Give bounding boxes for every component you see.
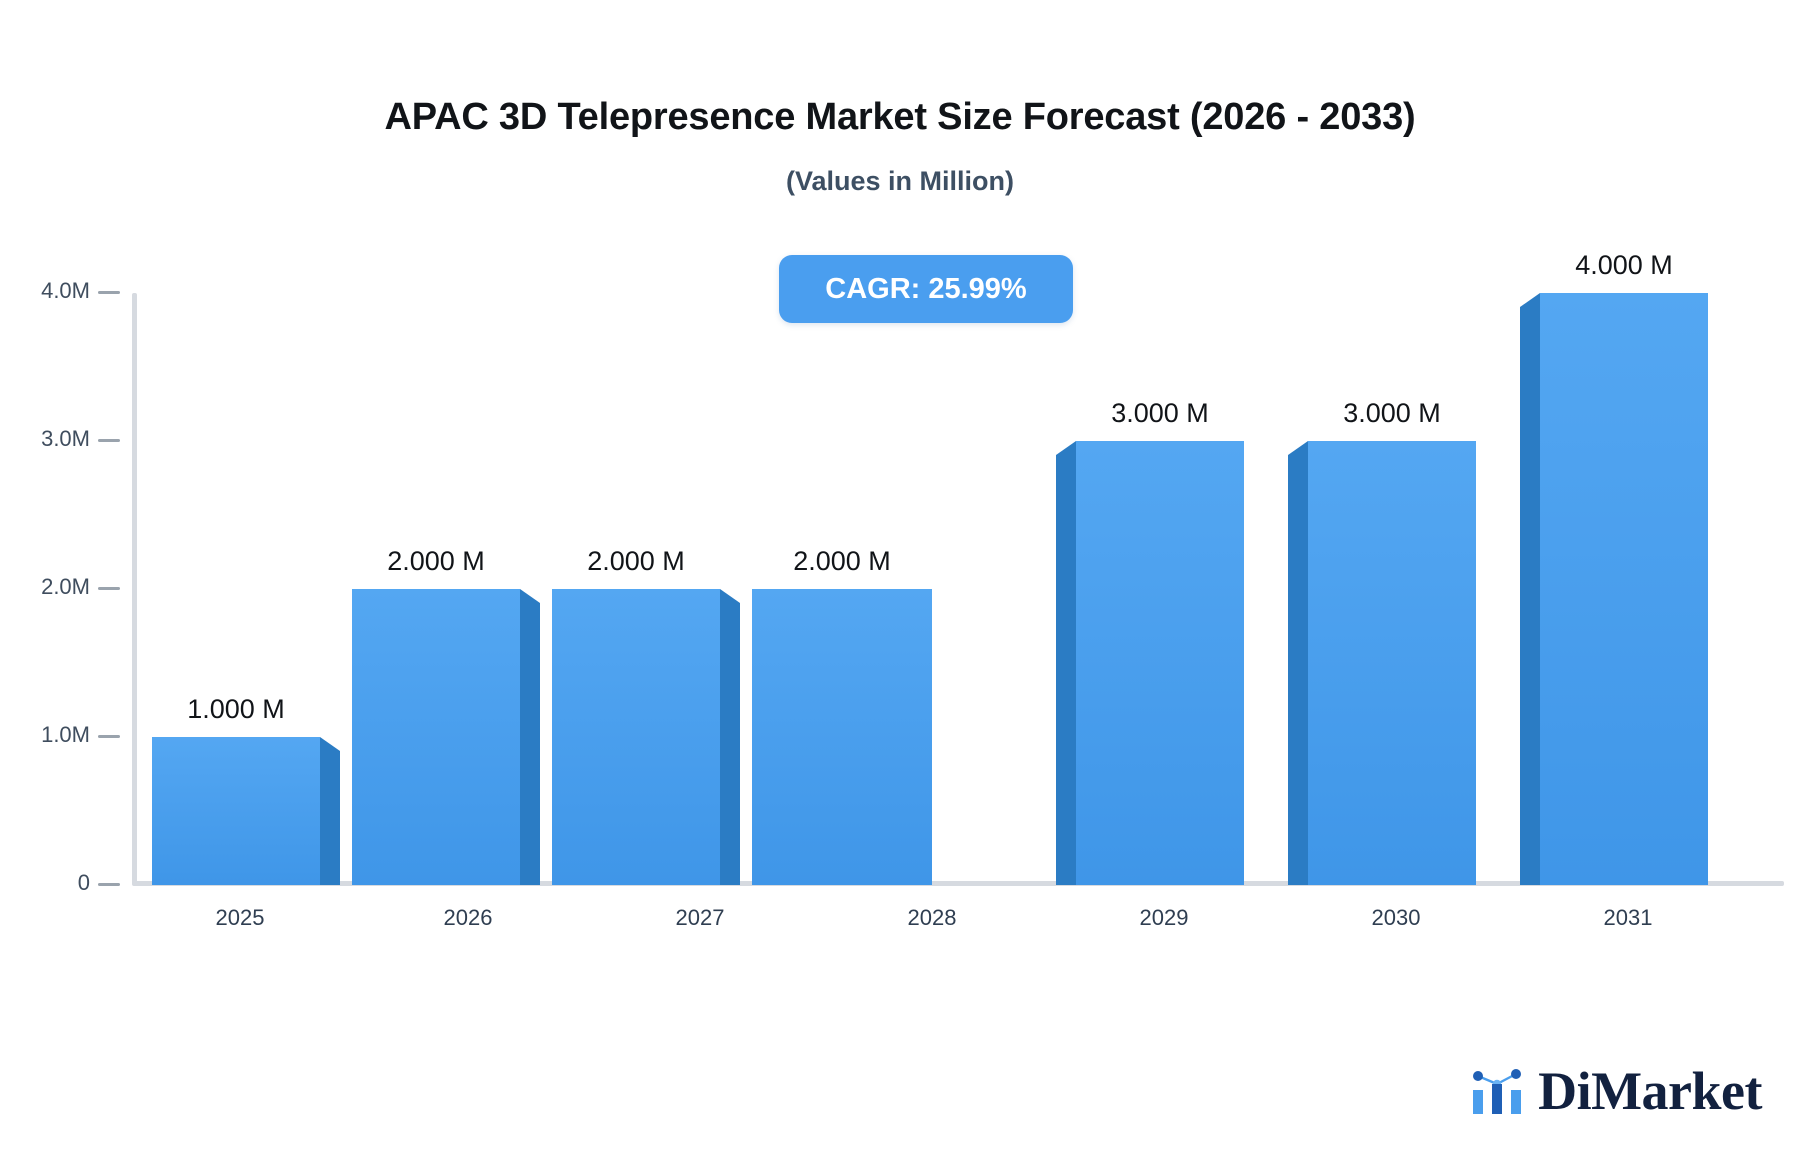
y-tick-dash [98, 291, 120, 294]
x-axis-line [132, 881, 1784, 886]
bar-label-2026: 2.000 M [387, 546, 485, 576]
bar-front [1308, 441, 1476, 885]
y-tick-dash [98, 883, 120, 886]
y-tick-label: 0 [77, 870, 90, 895]
y-tick-dash [98, 439, 120, 442]
y-axis-line [132, 293, 137, 885]
bar-side-face [1056, 441, 1076, 885]
bar-label-2028: 2.000 M [793, 546, 891, 576]
bar-front [1540, 293, 1708, 885]
bar-label-2027: 2.000 M [587, 546, 685, 576]
bar-front [752, 589, 932, 885]
bar-chart-logo-icon [1473, 1069, 1522, 1114]
bar-front [352, 589, 520, 885]
bar-2028 [752, 589, 932, 885]
x-tick-2029: 2029 [1139, 905, 1189, 930]
bar-front [552, 589, 720, 885]
logo-wordmark: DiMarket [1538, 1061, 1762, 1121]
bar-side-face [1288, 441, 1308, 885]
bar-label-2030: 3.000 M [1343, 398, 1441, 428]
x-tick-2030: 2030 [1371, 905, 1421, 930]
bar-label-2029: 3.000 M [1111, 398, 1209, 428]
y-tick-label: 1.0M [41, 722, 90, 747]
bar-label-2025: 1.000 M [187, 694, 285, 724]
x-tick-2028: 2028 [907, 905, 957, 930]
x-tick-2027: 2027 [675, 905, 725, 930]
y-tick-dash [98, 735, 120, 738]
bar-front [1076, 441, 1244, 885]
bar-label-2031: 4.000 M [1575, 250, 1673, 280]
bar-2030 [1288, 441, 1476, 885]
bar-2025 [152, 737, 340, 885]
chart-subtitle: (Values in Million) [785, 166, 1015, 196]
cagr-badge: CAGR: 25.99% [779, 255, 1073, 323]
dimarket-logo: DiMarket [1469, 1064, 1762, 1118]
x-tick-2025: 2025 [215, 905, 265, 930]
y-tick-label: 3.0M [41, 426, 90, 451]
chart-title: APAC 3D Telepresence Market Size Forecas… [384, 96, 1416, 138]
bar-side-face [320, 737, 340, 885]
bar-front [152, 737, 320, 885]
cagr-badge-label: CAGR: 25.99% [825, 272, 1027, 305]
x-tick-2026: 2026 [443, 905, 493, 930]
bar-side-face [520, 589, 540, 885]
y-tick-label: 2.0M [41, 574, 90, 599]
bar-2031 [1520, 293, 1708, 885]
y-tick-dash [98, 587, 120, 590]
x-tick-2031: 2031 [1603, 905, 1653, 930]
y-tick-label: 4.0M [41, 278, 90, 303]
bar-side-face [720, 589, 740, 885]
bar-side-face [1520, 293, 1540, 885]
bar-2027 [552, 589, 740, 885]
bar-2026 [352, 589, 540, 885]
bar-2029 [1056, 441, 1244, 885]
